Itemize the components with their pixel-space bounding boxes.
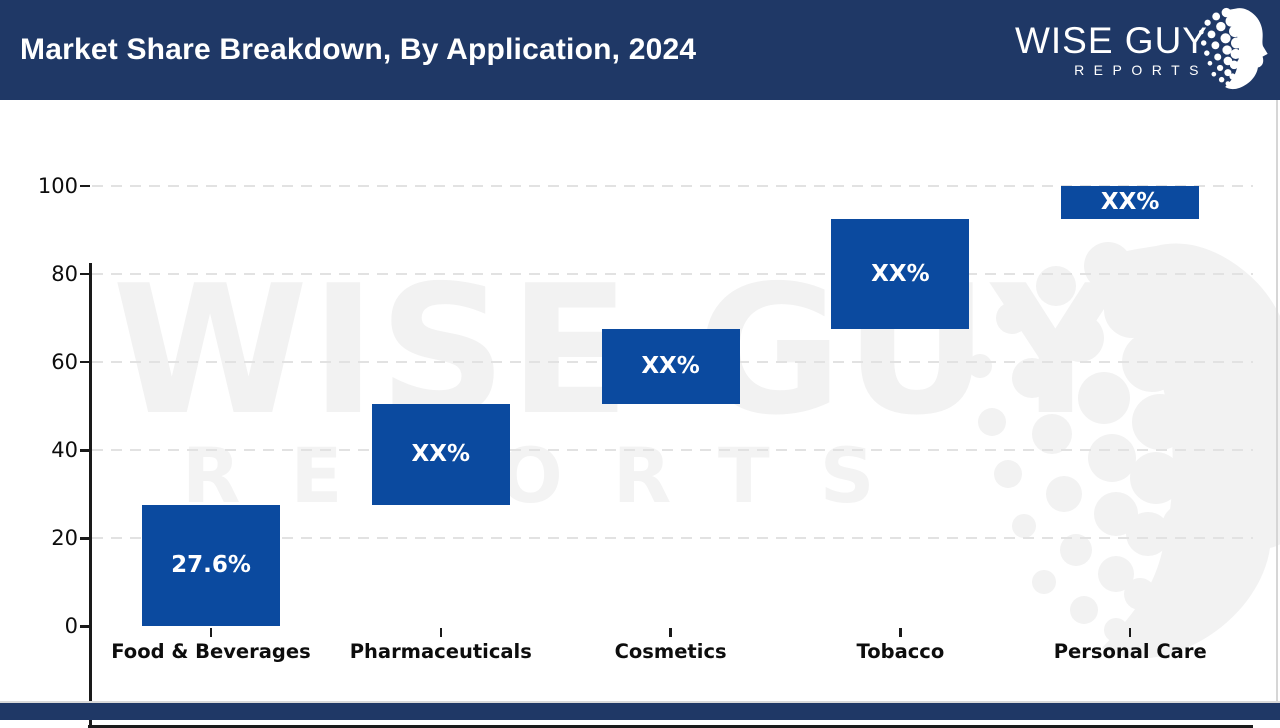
y-tick-label-20: 20 xyxy=(51,525,78,550)
x-tick-0 xyxy=(209,628,213,637)
footer-bar xyxy=(0,701,1280,720)
gridline-80 xyxy=(92,273,1253,276)
y-tick-0 xyxy=(80,625,90,628)
gridline-20 xyxy=(92,537,1253,540)
y-axis-line xyxy=(89,263,92,727)
x-category-label-0: Food & Beverages xyxy=(111,639,311,663)
bar-tobacco: XX% xyxy=(831,219,970,330)
bar-pharmaceuticals: XX% xyxy=(371,404,510,505)
y-tick-label-40: 40 xyxy=(51,437,78,462)
bar-value-label: XX% xyxy=(1100,189,1160,216)
y-tick-80 xyxy=(80,272,90,276)
y-tick-40 xyxy=(80,449,90,452)
x-tick-2 xyxy=(669,628,672,637)
right-border-line xyxy=(1276,100,1278,703)
y-tick-label-60: 60 xyxy=(51,349,78,374)
header-bar: Market Share Breakdown, By Application, … xyxy=(0,0,1280,100)
x-category-label-4: Personal Care xyxy=(1053,639,1207,663)
y-tick-label-100: 100 xyxy=(37,173,78,198)
bar-personal-care: XX% xyxy=(1061,186,1200,220)
x-tick-4 xyxy=(1128,628,1132,637)
bar-value-label: 27.6% xyxy=(171,552,251,579)
bar-value-label: XX% xyxy=(411,441,471,468)
wiseguy-logo-line2: REPORTS xyxy=(1074,61,1208,78)
waterfall-chart: 0 20 40 60 80 100 27.6% Food & Beverages XX% Phar… xyxy=(0,100,1280,728)
x-axis-line xyxy=(88,725,1253,728)
bar-value-label: XX% xyxy=(871,260,930,287)
y-tick-20 xyxy=(80,537,90,540)
wiseguy-logo-line1: WISE GUY xyxy=(1014,20,1208,62)
bar-cosmetics: XX% xyxy=(601,329,740,405)
y-tick-label-80: 80 xyxy=(51,261,78,286)
x-category-label-2: Cosmetics xyxy=(614,639,727,663)
y-tick-100 xyxy=(80,184,90,188)
gridline-40 xyxy=(92,449,1253,452)
y-tick-60 xyxy=(80,360,90,364)
x-category-label-1: Pharmaceuticals xyxy=(349,639,532,663)
wiseguy-logo: WISE GUY REPORTS xyxy=(1015,4,1270,96)
wiseguy-logo-text: WISE GUY REPORTS xyxy=(1014,20,1208,78)
x-category-label-3: Tobacco xyxy=(856,639,945,663)
x-tick-1 xyxy=(439,628,443,637)
x-tick-3 xyxy=(899,628,902,637)
gridline-100 xyxy=(92,185,1253,187)
chart-title: Market Share Breakdown, By Application, … xyxy=(20,33,697,66)
y-tick-label-0: 0 xyxy=(64,614,78,638)
bar-value-label: XX% xyxy=(641,353,700,380)
bar-food-beverages: 27.6% xyxy=(142,504,280,627)
